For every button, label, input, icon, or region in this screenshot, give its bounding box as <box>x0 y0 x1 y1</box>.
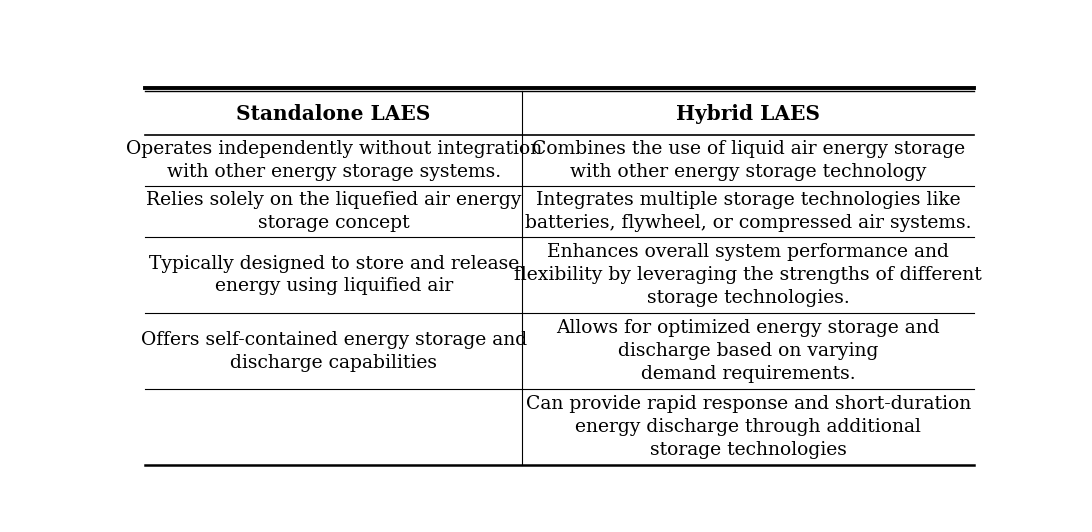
Text: Offers self-contained energy storage and
discharge capabilities: Offers self-contained energy storage and… <box>141 331 526 371</box>
Text: Combines the use of liquid air energy storage
with other energy storage technolo: Combines the use of liquid air energy st… <box>532 140 965 181</box>
Text: Hybrid LAES: Hybrid LAES <box>676 104 820 124</box>
Text: Operates independently without integration
with other energy storage systems.: Operates independently without integrati… <box>126 140 542 181</box>
Text: Enhances overall system performance and
flexibility by leveraging the strengths : Enhances overall system performance and … <box>514 243 982 307</box>
Text: Relies solely on the liquefied air energy
storage concept: Relies solely on the liquefied air energ… <box>146 191 521 232</box>
Text: Allows for optimized energy storage and
discharge based on varying
demand requir: Allows for optimized energy storage and … <box>557 319 940 383</box>
Text: Integrates multiple storage technologies like
batteries, flywheel, or compressed: Integrates multiple storage technologies… <box>525 191 972 232</box>
Text: Typically designed to store and release
energy using liquified air: Typically designed to store and release … <box>149 254 519 295</box>
Text: Can provide rapid response and short-duration
energy discharge through additiona: Can provide rapid response and short-dur… <box>525 395 971 459</box>
Text: Standalone LAES: Standalone LAES <box>237 104 431 124</box>
